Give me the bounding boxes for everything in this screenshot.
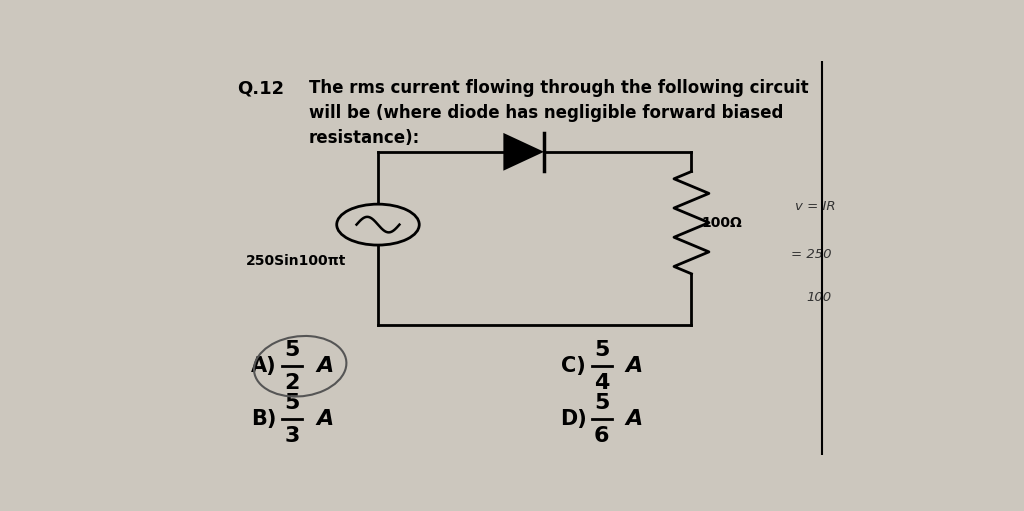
Circle shape: [337, 204, 419, 245]
Text: = 250: = 250: [791, 248, 831, 261]
Text: 4: 4: [594, 373, 609, 393]
Text: 5: 5: [594, 393, 609, 413]
Text: A: A: [626, 409, 643, 429]
Text: 2: 2: [285, 373, 300, 393]
Text: D): D): [560, 409, 587, 429]
Text: 5: 5: [285, 340, 300, 360]
Text: A: A: [626, 356, 643, 376]
Polygon shape: [504, 133, 544, 171]
Text: 250Sin100πt: 250Sin100πt: [246, 254, 346, 268]
Text: 5: 5: [594, 340, 609, 360]
Text: Q.12: Q.12: [238, 79, 285, 97]
Text: 3: 3: [285, 426, 300, 446]
Text: A): A): [251, 356, 276, 376]
Text: The rms current flowing through the following circuit
will be (where diode has n: The rms current flowing through the foll…: [309, 79, 809, 147]
Text: 100Ω: 100Ω: [701, 216, 741, 229]
Text: C): C): [560, 356, 586, 376]
Text: A: A: [316, 409, 334, 429]
Text: 6: 6: [594, 426, 609, 446]
Text: v = IR: v = IR: [795, 200, 836, 214]
Text: 5: 5: [285, 393, 300, 413]
Text: 100: 100: [807, 291, 831, 304]
Text: B): B): [251, 409, 276, 429]
Text: A: A: [316, 356, 334, 376]
